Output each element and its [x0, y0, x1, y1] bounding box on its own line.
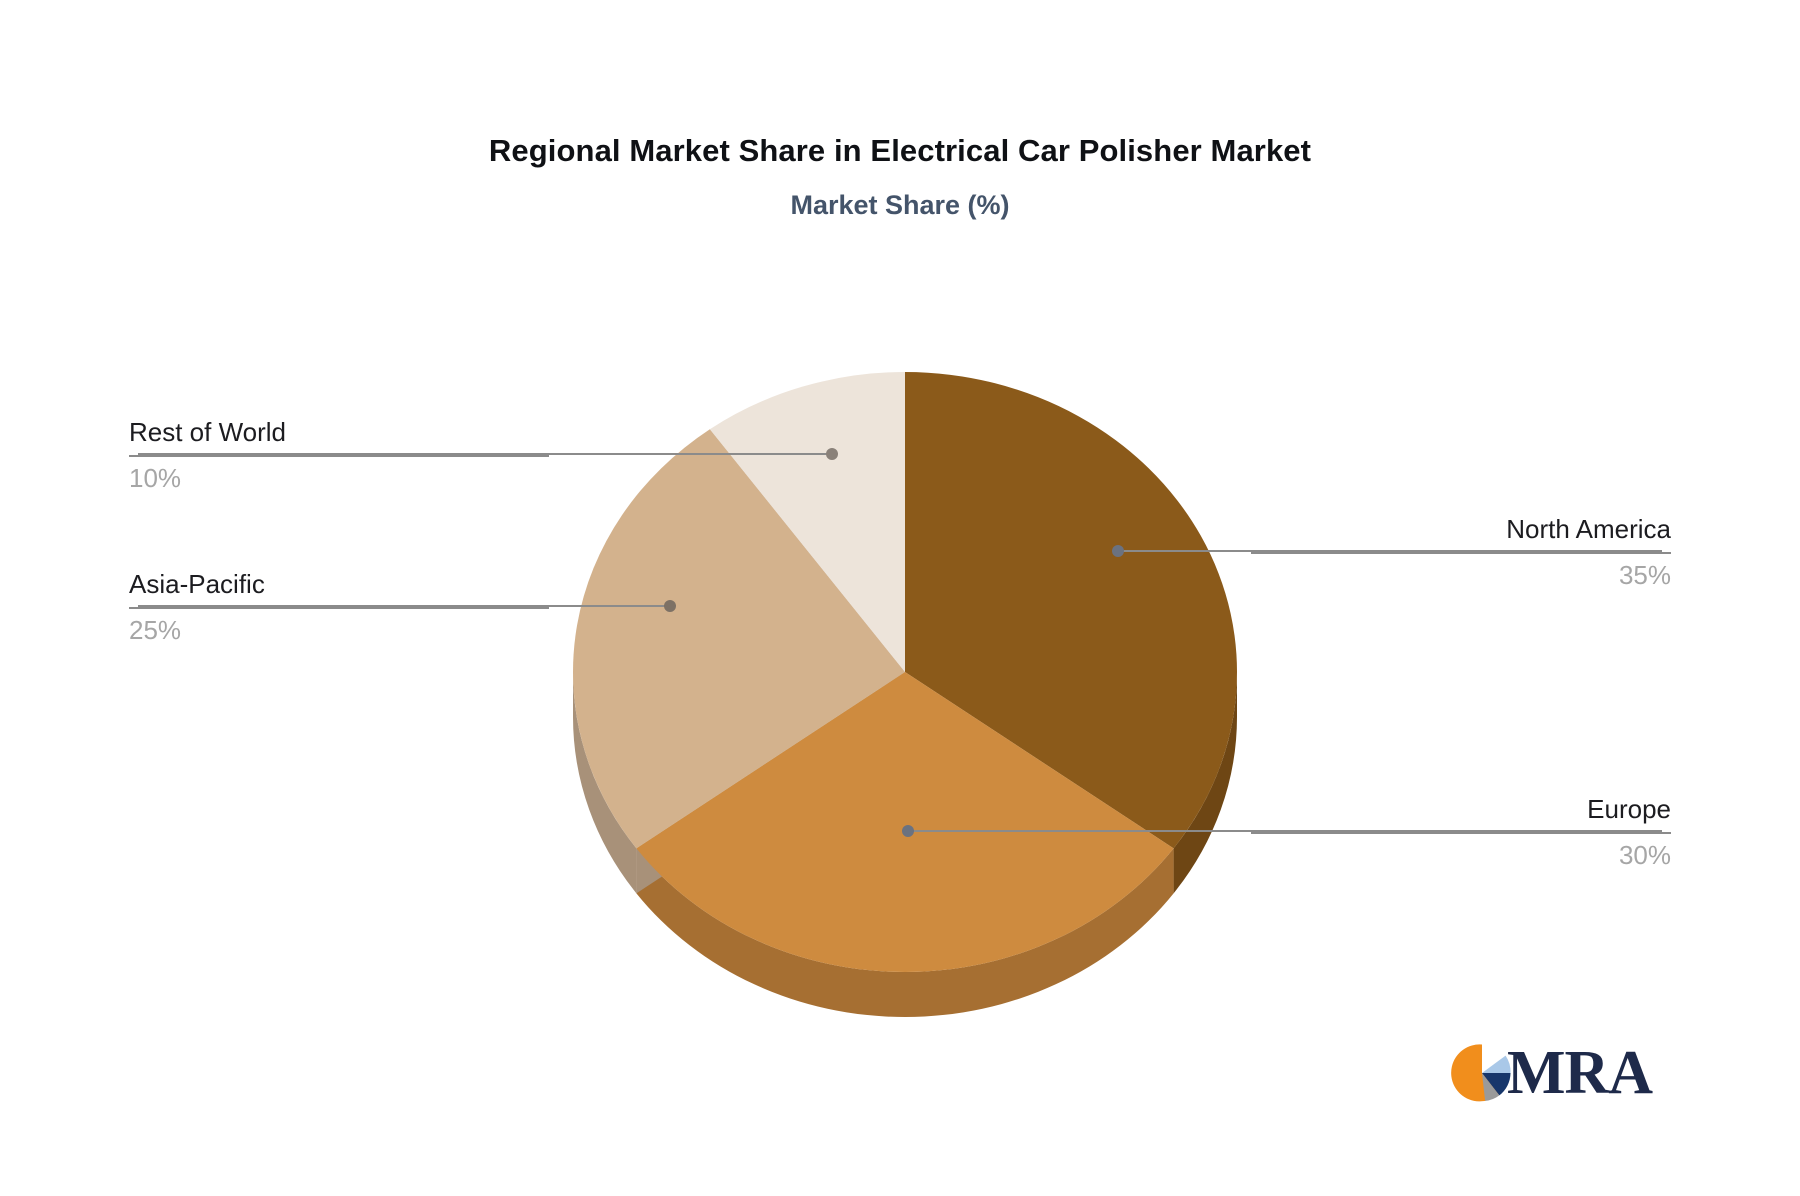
logo-pie-chart-icon [1451, 1044, 1511, 1102]
callout-asia-pacific: Asia-Pacific 25% [129, 567, 549, 647]
chart-subtitle: Market Share (%) [790, 190, 1010, 220]
pie-side-europe [636, 848, 1174, 1017]
callout-rule-asia-pacific [129, 607, 549, 609]
callout-label-asia-pacific: Asia-Pacific [129, 569, 265, 599]
pie-slice-north-america[interactable]: North America 35% [905, 372, 1237, 849]
pie-slice-europe[interactable]: Europe 30% [636, 672, 1174, 972]
callout-rule-north-america [1251, 552, 1671, 554]
pie-side-north-america [1173, 672, 1237, 894]
callout-rule-rest-of-world [129, 455, 549, 457]
logo-text: MRA [1507, 1039, 1653, 1107]
brand-logo: MRA [1451, 1036, 1653, 1110]
pie-slice-asia-pacific[interactable]: Asia-Pacific 25% [572, 429, 905, 849]
callout-label-north-america: North America [1506, 514, 1671, 544]
leader-dot-north-america [1112, 545, 1124, 557]
callout-north-america: North America 35% [1251, 512, 1671, 592]
leader-dot-rest-of-world [826, 448, 838, 460]
pie-side-asia-pacific [573, 672, 637, 894]
pie-slice-rest-of-world[interactable]: Rest of World 10% [709, 372, 905, 672]
chart-title: Regional Market Share in Electrical Car … [488, 133, 1312, 168]
callout-label-europe: Europe [1587, 794, 1671, 824]
callout-label-rest-of-world: Rest of World [129, 417, 287, 447]
callout-europe: Europe 30% [1251, 792, 1671, 872]
callout-rest-of-world: Rest of World 10% [129, 415, 549, 495]
callout-value-asia-pacific: 25% [129, 615, 182, 645]
callout-value-north-america: 35% [1618, 560, 1671, 590]
leader-dot-asia-pacific [664, 600, 676, 612]
callout-rule-europe [1251, 832, 1671, 834]
callout-value-europe: 30% [1618, 840, 1671, 870]
callout-value-rest-of-world: 10% [129, 463, 182, 493]
leader-dot-europe [902, 825, 914, 837]
